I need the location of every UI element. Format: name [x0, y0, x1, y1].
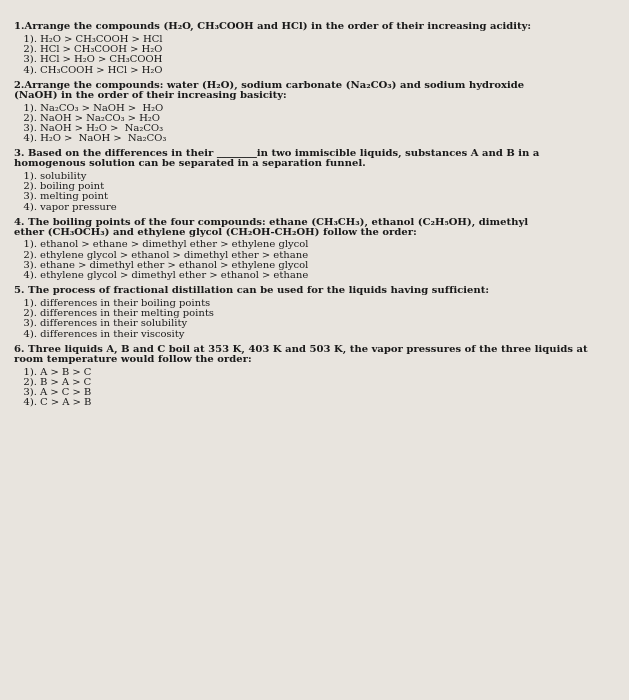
Text: 2). boiling point: 2). boiling point — [14, 182, 104, 191]
Text: 4). vapor pressure: 4). vapor pressure — [14, 202, 116, 211]
Text: 2). ethylene glycol > ethanol > dimethyl ether > ethane: 2). ethylene glycol > ethanol > dimethyl… — [14, 251, 308, 260]
Text: 1). solubility: 1). solubility — [14, 172, 86, 181]
Text: 1). differences in their boiling points: 1). differences in their boiling points — [14, 298, 210, 308]
Text: 4). ethylene glycol > dimethyl ether > ethanol > ethane: 4). ethylene glycol > dimethyl ether > e… — [14, 271, 308, 280]
Text: 3). melting point: 3). melting point — [14, 193, 108, 202]
Text: 2). HCl > CH₃COOH > H₂O: 2). HCl > CH₃COOH > H₂O — [14, 45, 162, 54]
Text: 2). differences in their melting points: 2). differences in their melting points — [14, 309, 214, 318]
Text: 3). ethane > dimethyl ether > ethanol > ethylene glycol: 3). ethane > dimethyl ether > ethanol > … — [14, 261, 308, 270]
Text: 4). H₂O >  NaOH >  Na₂CO₃: 4). H₂O > NaOH > Na₂CO₃ — [14, 134, 166, 143]
Text: 3. Based on the differences in their ________in two immiscible liquids, substanc: 3. Based on the differences in their ___… — [14, 149, 539, 158]
Text: 3). differences in their solubility: 3). differences in their solubility — [14, 319, 187, 328]
Text: 1). H₂O > CH₃COOH > HCl: 1). H₂O > CH₃COOH > HCl — [14, 34, 162, 43]
Text: 2.Arrange the compounds: water (H₂O), sodium carbonate (Na₂CO₃) and sodium hydro: 2.Arrange the compounds: water (H₂O), so… — [14, 80, 524, 90]
Text: 1). Na₂CO₃ > NaOH >  H₂O: 1). Na₂CO₃ > NaOH > H₂O — [14, 103, 163, 112]
Text: 1). A > B > C: 1). A > B > C — [14, 367, 91, 376]
Text: 2). NaOH > Na₂CO₃ > H₂O: 2). NaOH > Na₂CO₃ > H₂O — [14, 113, 160, 122]
Text: 1). ethanol > ethane > dimethyl ether > ethylene glycol: 1). ethanol > ethane > dimethyl ether > … — [14, 240, 308, 249]
Text: 3). A > C > B: 3). A > C > B — [14, 388, 91, 397]
Text: ether (CH₃OCH₃) and ethylene glycol (CH₂OH-CH₂OH) follow the order:: ether (CH₃OCH₃) and ethylene glycol (CH₂… — [14, 228, 416, 237]
Text: 3). HCl > H₂O > CH₃COOH: 3). HCl > H₂O > CH₃COOH — [14, 55, 162, 64]
Text: homogenous solution can be separated in a separation funnel.: homogenous solution can be separated in … — [14, 160, 365, 168]
Text: 4. The boiling points of the four compounds: ethane (CH₃CH₃), ethanol (C₂H₅OH), : 4. The boiling points of the four compou… — [14, 218, 528, 227]
Text: 2). B > A > C: 2). B > A > C — [14, 377, 91, 386]
Text: 5. The process of fractional distillation can be used for the liquids having suf: 5. The process of fractional distillatio… — [14, 286, 489, 295]
Text: 4). CH₃COOH > HCl > H₂O: 4). CH₃COOH > HCl > H₂O — [14, 65, 162, 74]
Text: room temperature would follow the order:: room temperature would follow the order: — [14, 355, 252, 364]
Text: 1.Arrange the compounds (H₂O, CH₃COOH and HCl) in the order of their increasing : 1.Arrange the compounds (H₂O, CH₃COOH an… — [14, 22, 531, 32]
Text: 6. Three liquids A, B and C boil at 353 K, 403 K and 503 K, the vapor pressures : 6. Three liquids A, B and C boil at 353 … — [14, 344, 587, 354]
Text: (NaOH) in the order of their increasing basicity:: (NaOH) in the order of their increasing … — [14, 91, 286, 100]
Text: 3). NaOH > H₂O >  Na₂CO₃: 3). NaOH > H₂O > Na₂CO₃ — [14, 124, 163, 132]
Text: 4). differences in their viscosity: 4). differences in their viscosity — [14, 330, 184, 339]
Text: 4). C > A > B: 4). C > A > B — [14, 398, 91, 407]
